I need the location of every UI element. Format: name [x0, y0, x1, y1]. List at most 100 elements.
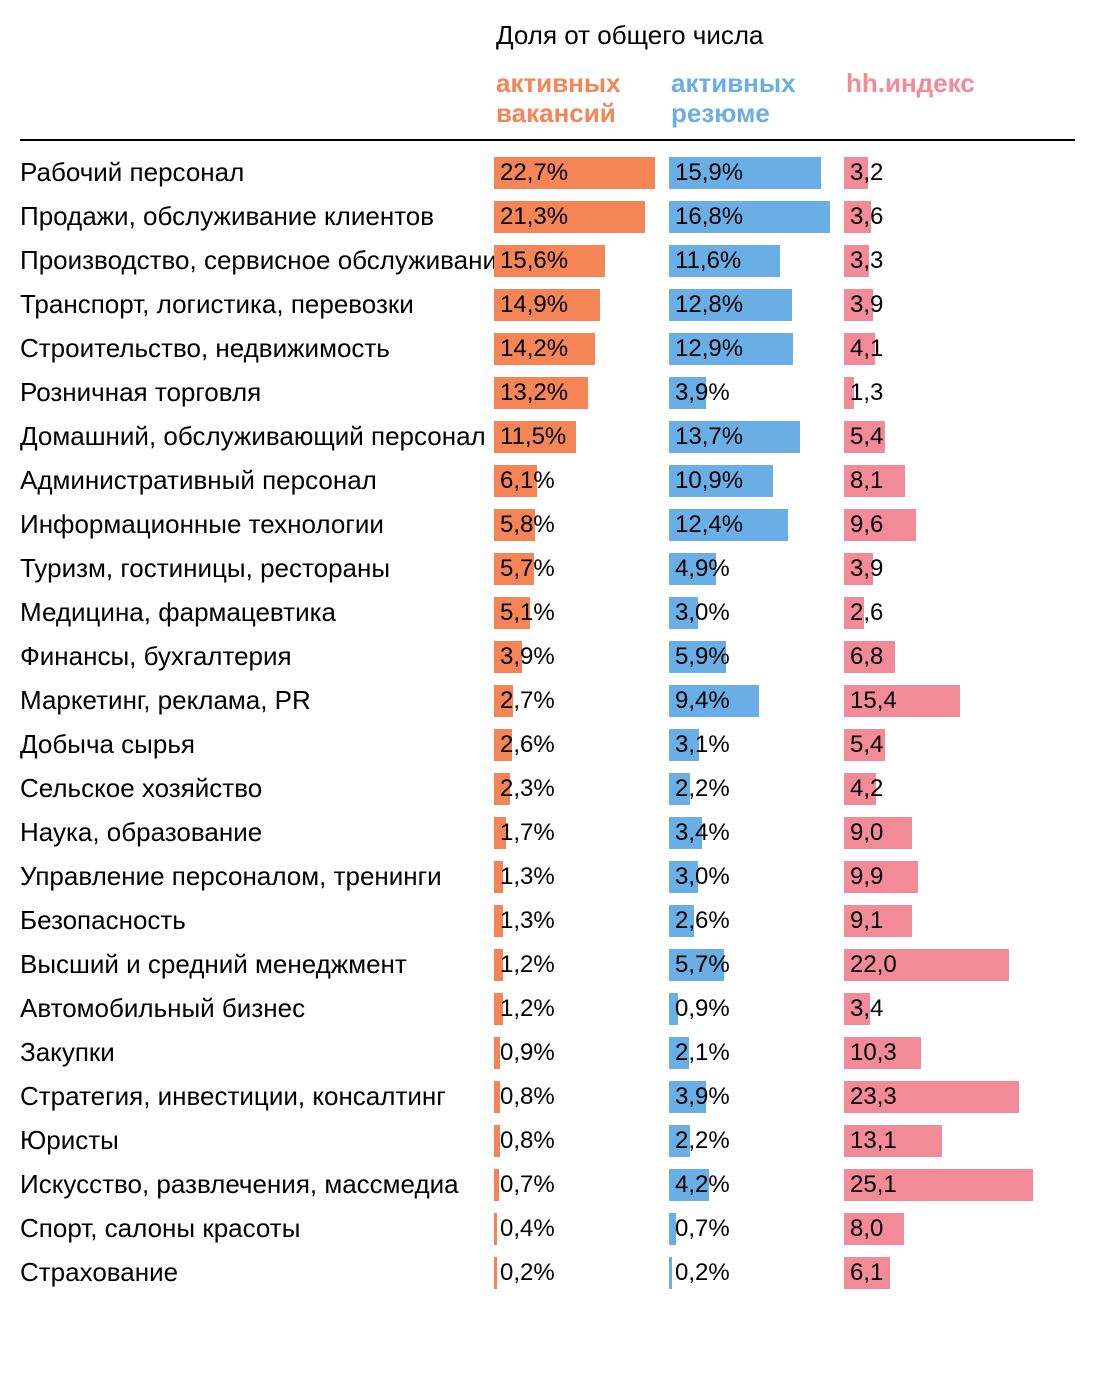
cell-hh: 8,1: [844, 463, 1049, 499]
value-vac: 14,2%: [500, 331, 568, 367]
value-vac: 5,1%: [500, 595, 555, 631]
value-res: 0,9%: [675, 991, 730, 1027]
table-row: Искусство, развлечения, массмедиа0,7%4,2…: [20, 1163, 1075, 1207]
value-hh: 8,1: [850, 463, 883, 499]
cell-vac: 0,8%: [494, 1079, 669, 1115]
value-res: 3,0%: [675, 859, 730, 895]
value-hh: 8,0: [850, 1211, 883, 1247]
table-row: Финансы, бухгалтерия3,9% 5,9% 6,8: [20, 635, 1075, 679]
value-hh: 22,0: [850, 947, 897, 983]
table-row: Медицина, фармацевтика5,1%3,0%2,6: [20, 591, 1075, 635]
cell-res: 5,9%: [669, 639, 844, 675]
table-row: Спорт, салоны красоты0,4%0,7%8,0: [20, 1207, 1075, 1251]
value-res: 2,2%: [675, 1123, 730, 1159]
value-vac: 3,9%: [500, 639, 555, 675]
table-row: Административный персонал6,1%10,9%8,1: [20, 459, 1075, 503]
value-res: 11,6%: [675, 243, 741, 279]
value-vac: 2,7%: [500, 683, 555, 719]
cell-res: 2,2%: [669, 771, 844, 807]
cell-res: 12,9%: [669, 331, 844, 367]
value-hh: 3,4: [850, 991, 883, 1027]
cell-res: 5,7%: [669, 947, 844, 983]
bar-vac: [494, 1213, 497, 1245]
value-hh: 3,2: [850, 155, 883, 191]
row-label: Автомобильный бизнес: [20, 993, 494, 1024]
cell-hh: 3,4: [844, 991, 1049, 1027]
value-vac: 0,8%: [500, 1079, 555, 1115]
cell-hh: 4,2: [844, 771, 1049, 807]
row-label: Управление персоналом, тренинги: [20, 861, 494, 892]
cell-res: 3,0%: [669, 859, 844, 895]
cell-vac: 0,9%: [494, 1035, 669, 1071]
cell-res: 0,2%: [669, 1255, 844, 1291]
value-vac: 1,7%: [500, 815, 555, 851]
column-title-hh: hh.индекс: [844, 69, 1049, 135]
value-res: 3,9%: [675, 375, 730, 411]
cell-hh: 3,9: [844, 287, 1049, 323]
table-row: Наука, образование1,7% 3,4% 9,0: [20, 811, 1075, 855]
row-label: Продажи, обслуживание клиентов: [20, 201, 494, 232]
value-res: 5,9%: [675, 639, 730, 675]
row-label: Сельское хозяйство: [20, 773, 494, 804]
row-label: Наука, образование: [20, 817, 494, 848]
row-label: Транспорт, логистика, перевозки: [20, 289, 494, 320]
cell-vac: 6,1%: [494, 463, 669, 499]
cell-hh: 3,2: [844, 155, 1049, 191]
cell-hh: 23,3: [844, 1079, 1049, 1115]
value-hh: 9,6: [850, 507, 883, 543]
value-hh: 9,0: [850, 815, 883, 851]
value-vac: 1,3%: [500, 859, 555, 895]
cell-hh: 5,4: [844, 419, 1049, 455]
cell-vac: 0,7%: [494, 1167, 669, 1203]
row-label: Страхование: [20, 1257, 494, 1288]
column-title-vac: активныхвакансий: [494, 69, 669, 135]
cell-hh: 15,4: [844, 683, 1049, 719]
bar-vac: [494, 1257, 497, 1289]
cell-res: 2,6%: [669, 903, 844, 939]
table-row: Стратегия, инвестиции, консалтинг0,8% 3,9…: [20, 1075, 1075, 1119]
value-hh: 10,3: [850, 1035, 897, 1071]
cell-res: 12,4%: [669, 507, 844, 543]
value-hh: 5,4: [850, 419, 883, 455]
row-label: Искусство, развлечения, массмедиа: [20, 1169, 494, 1200]
value-vac: 5,8%: [500, 507, 555, 543]
row-label: Рабочий персонал: [20, 157, 494, 188]
cell-hh: 6,8: [844, 639, 1049, 675]
table-row: Маркетинг, реклама, PR2,7%9,4%15,4: [20, 679, 1075, 723]
cell-res: 15,9%: [669, 155, 844, 191]
cell-vac: 0,2%: [494, 1255, 669, 1291]
table-row: Безопасность1,3%2,6%9,1: [20, 899, 1075, 943]
cell-vac: 1,2%: [494, 947, 669, 983]
cell-vac: 1,3%: [494, 859, 669, 895]
cell-res: 3,9%: [669, 375, 844, 411]
value-vac: 0,2%: [500, 1255, 555, 1291]
row-label: Стратегия, инвестиции, консалтинг: [20, 1081, 494, 1112]
row-label: Финансы, бухгалтерия: [20, 641, 494, 672]
value-res: 10,9%: [675, 463, 743, 499]
value-res: 3,9%: [675, 1079, 730, 1115]
cell-vac: 5,1%: [494, 595, 669, 631]
value-hh: 5,4: [850, 727, 883, 763]
row-label: Производство, сервисное обслуживание: [20, 245, 494, 276]
value-res: 16,8%: [675, 199, 743, 235]
value-hh: 25,1: [850, 1167, 897, 1203]
table-row: Сельское хозяйство2,3%2,2%4,2: [20, 767, 1075, 811]
value-res: 3,4%: [675, 815, 730, 851]
row-label: Юристы: [20, 1125, 494, 1156]
value-res: 12,8%: [675, 287, 743, 323]
cell-vac: 5,8%: [494, 507, 669, 543]
row-label: Добыча сырья: [20, 729, 494, 760]
table-row: Продажи, обслуживание клиентов21,3%16,8%…: [20, 195, 1075, 239]
value-vac: 0,7%: [500, 1167, 555, 1203]
row-label: Строительство, недвижимость: [20, 333, 494, 364]
table-row: Транспорт, логистика, перевозки14,9%12,8…: [20, 283, 1075, 327]
cell-res: 3,0%: [669, 595, 844, 631]
bar-res: [669, 1257, 672, 1289]
cell-hh: 6,1: [844, 1255, 1049, 1291]
cell-vac: 2,3%: [494, 771, 669, 807]
cell-res: 3,4%: [669, 815, 844, 851]
cell-res: 13,7%: [669, 419, 844, 455]
cell-vac: 2,6%: [494, 727, 669, 763]
cell-hh: 9,6: [844, 507, 1049, 543]
table-row: Добыча сырья2,6%3,1%5,4: [20, 723, 1075, 767]
